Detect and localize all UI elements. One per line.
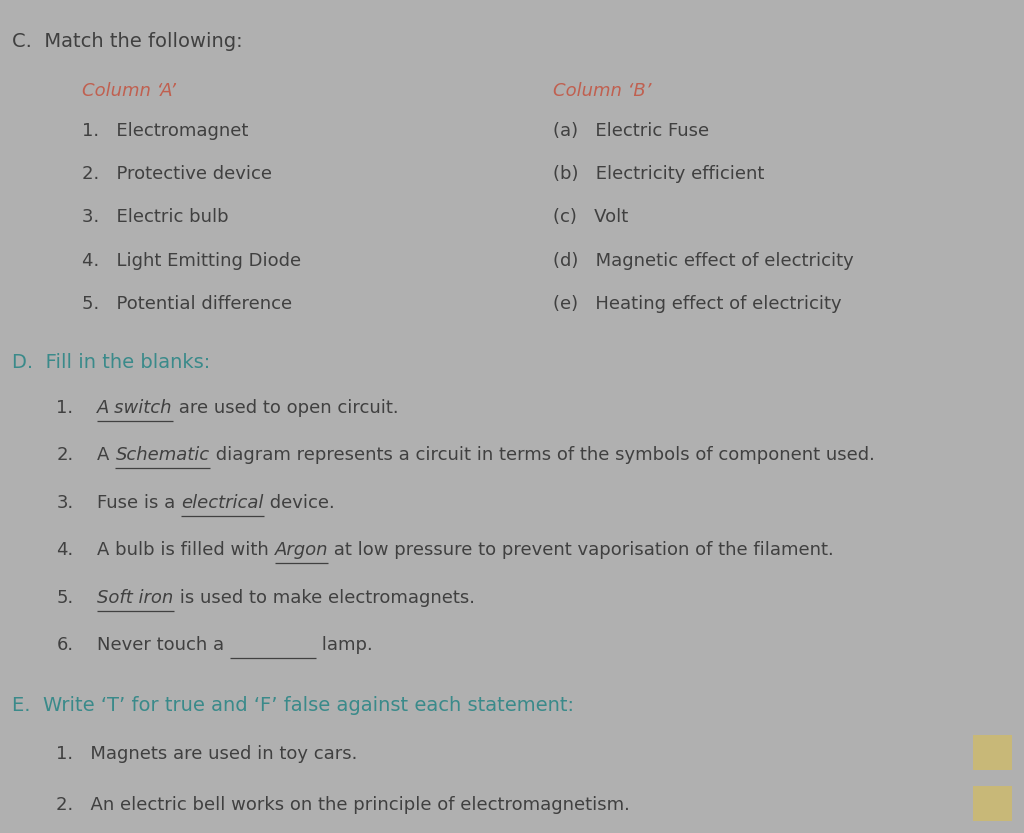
Text: (e)   Heating effect of electricity: (e) Heating effect of electricity xyxy=(553,295,842,313)
Text: 5.: 5. xyxy=(56,589,74,607)
Text: 2.: 2. xyxy=(56,446,74,465)
Text: Column ‘A’: Column ‘A’ xyxy=(82,82,176,100)
Text: 2.   An electric bell works on the principle of electromagnetism.: 2. An electric bell works on the princip… xyxy=(56,796,630,815)
Text: A bulb is filled with: A bulb is filled with xyxy=(97,541,274,560)
Text: Column ‘B’: Column ‘B’ xyxy=(553,82,651,100)
Text: A: A xyxy=(97,446,116,465)
Text: E.  Write ‘T’ for true and ‘F’ false against each statement:: E. Write ‘T’ for true and ‘F’ false agai… xyxy=(12,696,574,716)
Text: 6.: 6. xyxy=(56,636,74,655)
Text: (d)   Magnetic effect of electricity: (d) Magnetic effect of electricity xyxy=(553,252,854,270)
Text: 1.   Electromagnet: 1. Electromagnet xyxy=(82,122,248,140)
Text: (b)   Electricity efficient: (b) Electricity efficient xyxy=(553,165,764,183)
Text: lamp.: lamp. xyxy=(316,636,373,655)
Text: 3.   Electric bulb: 3. Electric bulb xyxy=(82,208,228,227)
Text: Never touch a: Never touch a xyxy=(97,636,230,655)
Text: 4.   Light Emitting Diode: 4. Light Emitting Diode xyxy=(82,252,301,270)
Text: Soft iron: Soft iron xyxy=(97,589,173,607)
Text: is used to make electromagnets.: is used to make electromagnets. xyxy=(173,589,474,607)
Text: A switch: A switch xyxy=(97,399,173,417)
Text: diagram represents a circuit in terms of the symbols of component used.: diagram represents a circuit in terms of… xyxy=(210,446,874,465)
Text: (c)   Volt: (c) Volt xyxy=(553,208,628,227)
Bar xyxy=(973,786,1012,821)
Text: 1.   Magnets are used in toy cars.: 1. Magnets are used in toy cars. xyxy=(56,745,357,763)
Text: at low pressure to prevent vaporisation of the filament.: at low pressure to prevent vaporisation … xyxy=(329,541,834,560)
Text: (a)   Electric Fuse: (a) Electric Fuse xyxy=(553,122,709,140)
Bar xyxy=(973,735,1012,770)
Text: C.  Match the following:: C. Match the following: xyxy=(12,32,243,51)
Text: 3.: 3. xyxy=(56,494,74,512)
Text: device.: device. xyxy=(263,494,335,512)
Text: 4.: 4. xyxy=(56,541,74,560)
Text: Schematic: Schematic xyxy=(116,446,210,465)
Text: Fuse is a: Fuse is a xyxy=(97,494,181,512)
Text: D.  Fill in the blanks:: D. Fill in the blanks: xyxy=(12,353,211,372)
Text: 2.   Protective device: 2. Protective device xyxy=(82,165,272,183)
Text: electrical: electrical xyxy=(181,494,263,512)
Text: 5.   Potential difference: 5. Potential difference xyxy=(82,295,292,313)
Text: Argon: Argon xyxy=(274,541,329,560)
Text: are used to open circuit.: are used to open circuit. xyxy=(173,399,398,417)
Text: 1.: 1. xyxy=(56,399,74,417)
